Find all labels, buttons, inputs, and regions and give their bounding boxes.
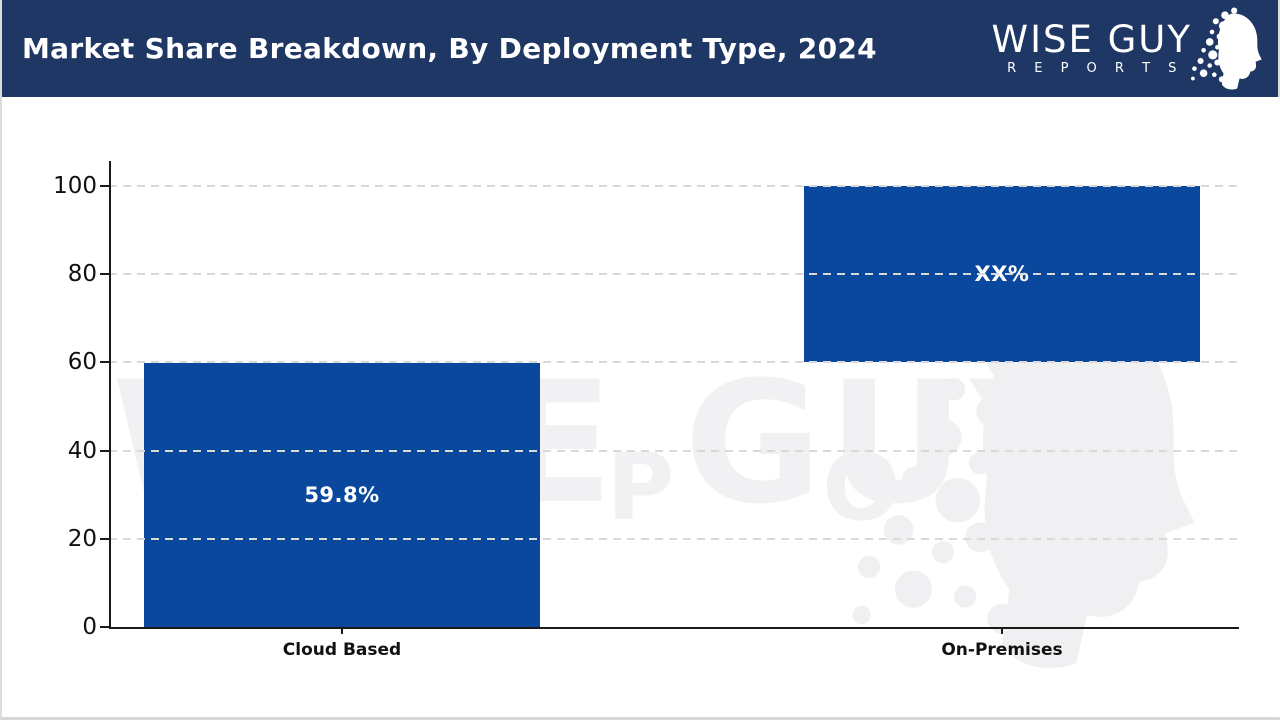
y-gridline [109,537,1239,540]
x-axis-category-label: On-Premises [941,640,1063,660]
brand-subtitle: R E P O R T S [1007,61,1184,77]
y-axis-line [109,161,111,629]
x-axis-tick-mark [341,627,343,634]
y-axis-tick-label: 60 [67,349,97,376]
x-axis-tick-mark [1001,627,1003,634]
y-gridline [109,361,1239,364]
brand-wordmark: WISE GUY R E P O R T S [991,17,1192,77]
x-axis-category-label: Cloud Based [282,640,402,660]
y-axis-tick-label: 80 [67,261,97,288]
y-gridline [109,449,1239,452]
x-axis-line [109,627,1239,629]
y-axis-tick-mark [100,273,109,276]
y-axis-tick-label: 0 [82,614,97,640]
bar-value-label: 59.8% [304,483,380,508]
y-axis-tick-mark [100,626,109,628]
y-axis-tick-label: 100 [53,173,97,199]
header: Market Share Breakdown, By Deployment Ty… [2,0,1278,97]
y-axis-tick-mark [100,185,109,187]
y-axis-tick-label: 40 [67,437,97,464]
y-gridline [109,185,1239,187]
brand-face-icon [1191,7,1262,90]
y-axis-tick-mark [100,449,109,452]
y-axis-tick-mark [100,361,109,364]
page-title: Market Share Breakdown, By Deployment Ty… [22,32,877,65]
brand-name: WISE GUY [991,17,1192,61]
y-axis-tick-mark [100,537,109,540]
y-axis-tick-label: 20 [67,525,97,552]
bar-cloud-based: 59.8% [144,363,540,627]
y-gridline [109,273,1239,276]
brand-logo: WISE GUY R E P O R T S [992,6,1264,90]
